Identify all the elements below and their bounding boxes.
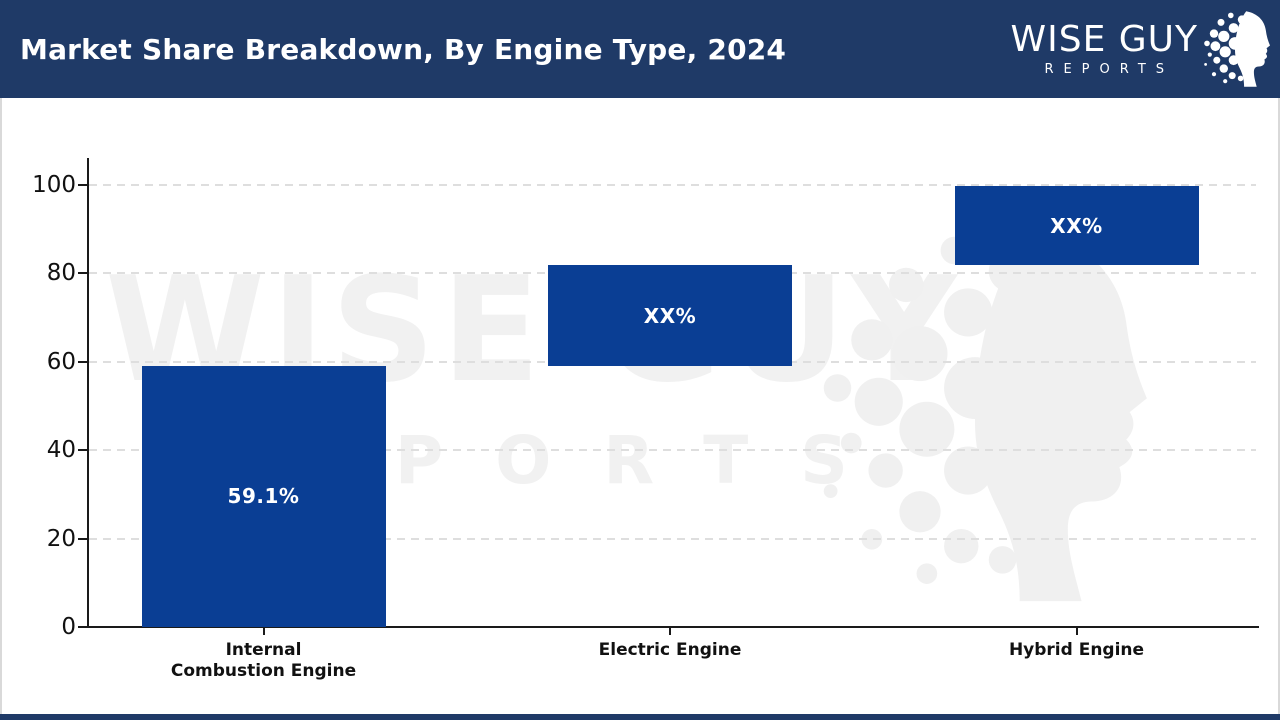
y-tick-label: 40	[46, 437, 76, 464]
right-border	[1278, 98, 1280, 720]
x-tick-mark	[669, 628, 671, 635]
wiseguy-logo: WISE GUY REPORTS	[1011, 9, 1271, 89]
y-tick-label: 100	[32, 171, 76, 198]
bar: XX%	[954, 186, 1199, 266]
y-tick-mark	[78, 183, 87, 186]
y-tick-mark	[78, 537, 87, 540]
bar-value-label: 59.1%	[227, 484, 300, 509]
x-category-label: Electric Engine	[598, 640, 742, 660]
y-tick-label: 0	[61, 614, 76, 640]
footer-bar	[0, 714, 1280, 720]
gridline	[89, 183, 1256, 186]
bar: XX%	[548, 265, 792, 366]
header: Market Share Breakdown, By Engine Type, …	[0, 0, 1280, 98]
bar-value-label: XX%	[643, 303, 697, 328]
x-category-label: Internal Combustion Engine	[170, 640, 357, 681]
x-tick-mark	[262, 628, 265, 635]
y-tick-mark	[78, 626, 87, 628]
wiseguy-head-icon	[1200, 9, 1270, 89]
y-tick-mark	[78, 449, 87, 452]
logo-text: WISE GUY REPORTS	[1010, 18, 1199, 77]
left-border	[0, 98, 2, 720]
logo-subtext: REPORTS	[1044, 61, 1175, 77]
y-tick-label: 20	[46, 525, 76, 552]
gridline	[89, 449, 1256, 452]
logo-wordmark: WISE GUY	[1010, 18, 1198, 60]
y-tick-label: 60	[46, 348, 76, 375]
bar: 59.1%	[141, 365, 386, 627]
y-axis-line	[87, 158, 89, 628]
gridline	[89, 537, 1256, 540]
x-axis-line	[87, 626, 1259, 628]
bar-value-label: XX%	[1050, 213, 1103, 238]
y-tick-label: 80	[46, 260, 76, 287]
y-tick-mark	[78, 272, 87, 275]
y-tick-mark	[78, 360, 87, 363]
x-tick-mark	[1075, 628, 1078, 635]
x-category-label: Hybrid Engine	[1008, 640, 1145, 660]
page-title: Market Share Breakdown, By Engine Type, …	[20, 32, 787, 66]
